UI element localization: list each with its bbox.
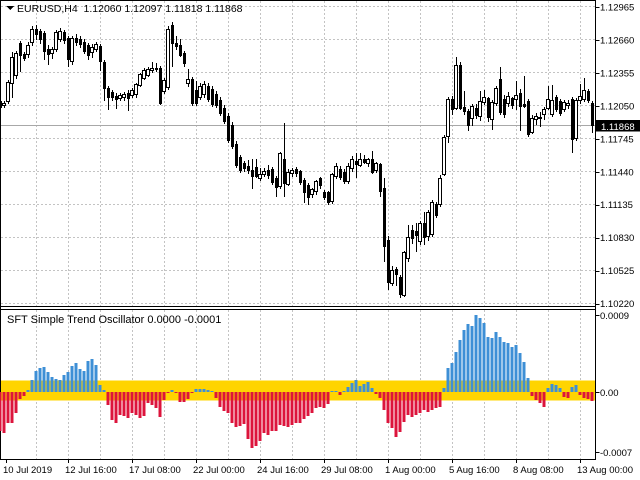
svg-text:SFT Simple Trend Oscillator 0.: SFT Simple Trend Oscillator 0.0000 -0.00… [7, 314, 221, 326]
svg-text:17 Jul 08:00: 17 Jul 08:00 [129, 465, 181, 476]
svg-text:1.11135: 1.11135 [600, 200, 633, 211]
svg-text:1.12050: 1.12050 [600, 102, 634, 113]
svg-text:22 Jul 00:00: 22 Jul 00:00 [193, 465, 245, 476]
svg-text:1.11440: 1.11440 [600, 167, 634, 178]
svg-text:13 Aug 00:00: 13 Aug 00:00 [577, 465, 633, 476]
svg-text:5 Aug 16:00: 5 Aug 16:00 [449, 465, 500, 476]
svg-text:29 Jul 08:00: 29 Jul 08:00 [321, 465, 373, 476]
svg-text:10 Jul 2019: 10 Jul 2019 [3, 465, 52, 476]
svg-text:0.0009: 0.0009 [600, 311, 629, 322]
svg-text:1.12355: 1.12355 [600, 69, 634, 80]
svg-text:-0.0007: -0.0007 [600, 448, 632, 459]
svg-text:8 Aug 08:00: 8 Aug 08:00 [513, 465, 564, 476]
svg-text:12 Jul 16:00: 12 Jul 16:00 [65, 465, 117, 476]
svg-text:0.00: 0.00 [600, 388, 619, 399]
svg-text:1.10525: 1.10525 [600, 266, 634, 277]
svg-text:1.12965: 1.12965 [600, 3, 634, 14]
svg-text:EURUSD,H4 1.12060 1.12097 1.1: EURUSD,H4 1.12060 1.12097 1.11818 1.1186… [17, 3, 243, 15]
svg-text:1.10830: 1.10830 [600, 233, 634, 244]
svg-text:1 Aug 00:00: 1 Aug 00:00 [385, 465, 436, 476]
svg-text:1.10220: 1.10220 [600, 299, 634, 310]
svg-text:1.11745: 1.11745 [600, 134, 634, 145]
svg-text:1.12660: 1.12660 [600, 36, 634, 47]
svg-text:24 Jul 16:00: 24 Jul 16:00 [257, 465, 309, 476]
svg-text:1.11868: 1.11868 [601, 122, 635, 133]
